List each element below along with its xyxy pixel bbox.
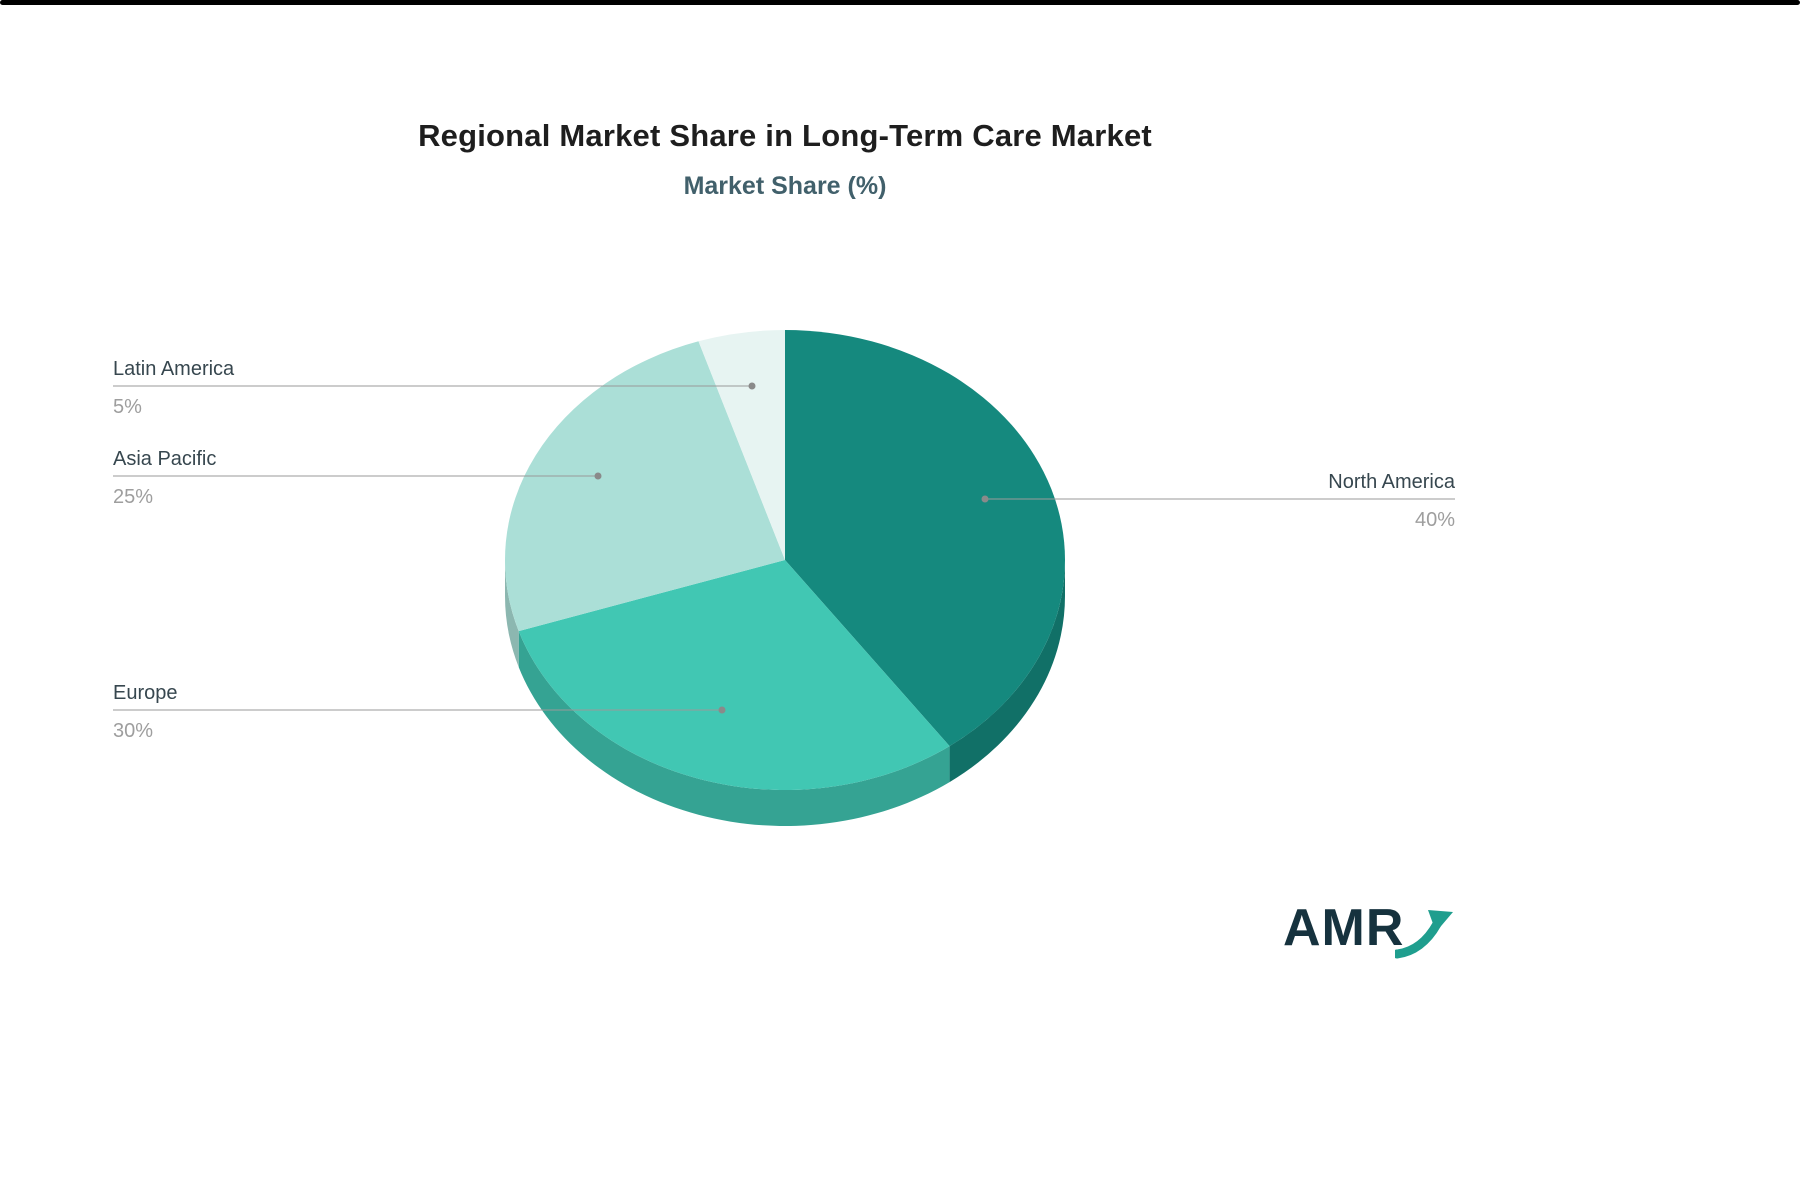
leader-dot-latin-america [748, 382, 756, 390]
leader-dot-europe [718, 706, 726, 714]
pie-slice-latin-america [698, 330, 785, 560]
amr-logo: AMR [1283, 898, 1453, 968]
pie-slice-side-north-america [949, 560, 1065, 783]
pie-slice-side-asia-pacific [505, 560, 519, 668]
leader-dot-asia-pacific [594, 472, 602, 480]
pie-slice-north-america [785, 330, 1065, 747]
slice-label-percent: 40% [1414, 509, 1455, 531]
slice-label-name: Asia Pacific [113, 448, 217, 470]
top-edge-bar [0, 0, 1800, 5]
slice-label-latin-america: Latin America 5% [113, 357, 234, 419]
pie-slice-asia-pacific [505, 341, 785, 632]
slice-label-name: Latin America [113, 358, 235, 380]
slice-label-asia-pacific: Asia Pacific 25% [113, 447, 216, 509]
slice-label-name: North America [1328, 471, 1455, 493]
amr-logo-text: AMR [1283, 899, 1405, 957]
chart-subtitle: Market Share (%) [683, 172, 887, 200]
chart-header: Regional Market Share in Long-Term Care … [0, 118, 1570, 201]
slice-label-percent: 5% [113, 396, 142, 418]
chart-title: Regional Market Share in Long-Term Care … [418, 118, 1152, 153]
amr-logo-arrow-icon [1395, 910, 1453, 959]
pie-slice-europe [518, 560, 950, 790]
slice-label-north-america: North America 40% [1328, 470, 1455, 532]
leader-dot-north-america [981, 495, 989, 503]
pie-slice-side-europe [518, 631, 950, 827]
slice-label-name: Europe [113, 682, 178, 704]
slice-label-europe: Europe 30% [113, 681, 178, 743]
slice-label-percent: 30% [113, 720, 154, 742]
slice-label-percent: 25% [113, 486, 154, 508]
